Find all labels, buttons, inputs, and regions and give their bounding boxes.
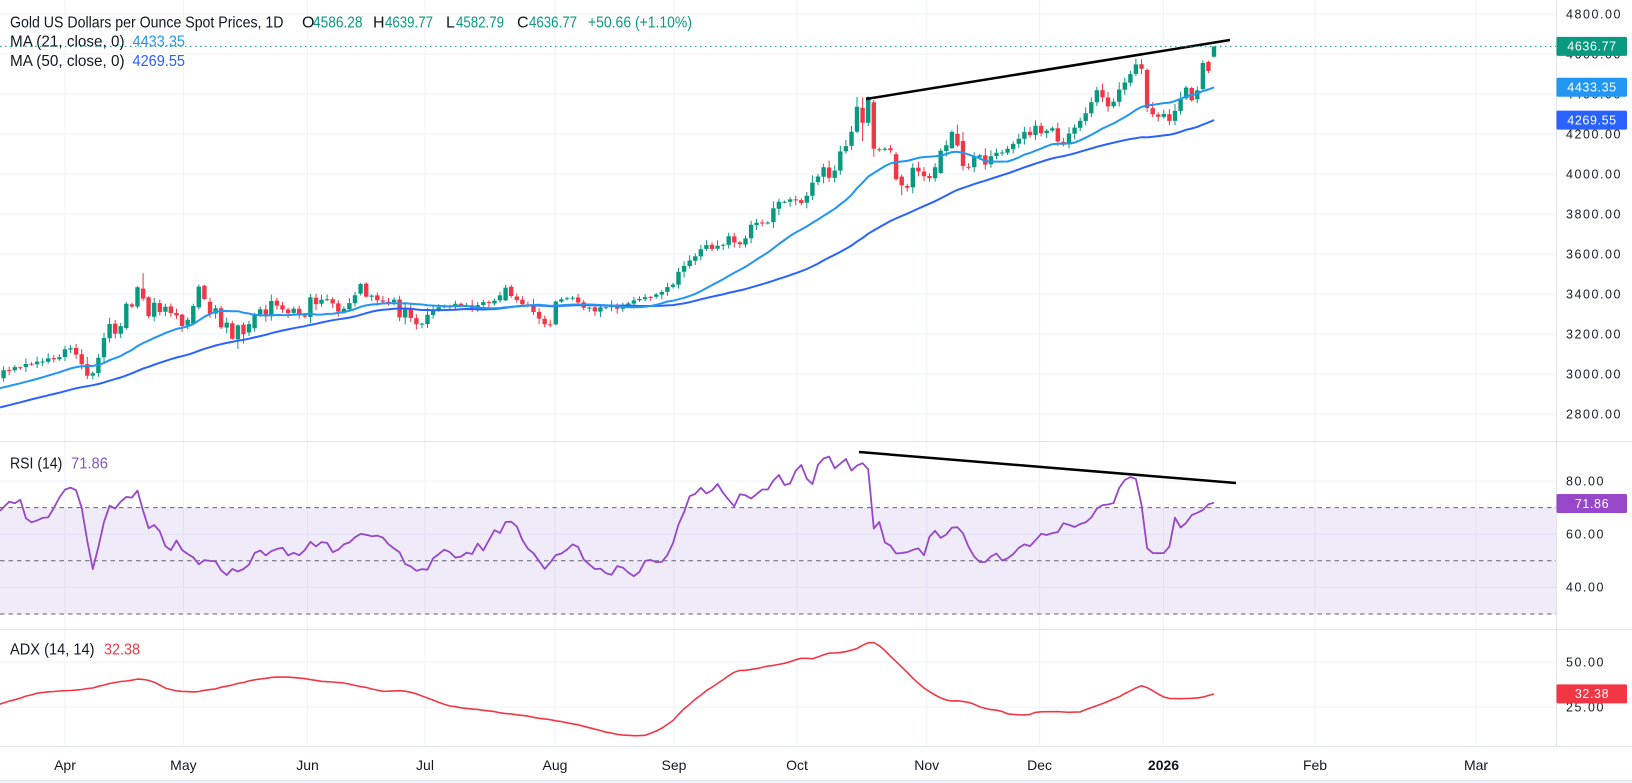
svg-text:Nov: Nov: [914, 757, 939, 773]
svg-text:Gold US Dollars per Ounce Spot: Gold US Dollars per Ounce Spot Prices, 1…: [10, 15, 284, 32]
svg-text:MA (50, close, 0): MA (50, close, 0): [10, 53, 125, 70]
svg-text:ADX (14, 14): ADX (14, 14): [10, 642, 95, 659]
svg-text:2800.00: 2800.00: [1566, 407, 1622, 421]
svg-text:40.00: 40.00: [1566, 581, 1605, 595]
svg-text:80.00: 80.00: [1566, 474, 1605, 488]
svg-text:4200.00: 4200.00: [1566, 127, 1622, 141]
svg-text:4586.28: 4586.28: [313, 15, 363, 32]
svg-text:Feb: Feb: [1303, 757, 1327, 773]
svg-text:32.38: 32.38: [1575, 687, 1609, 701]
svg-text:2026: 2026: [1148, 757, 1179, 773]
svg-text:Aug: Aug: [543, 757, 568, 773]
svg-text:Dec: Dec: [1027, 757, 1052, 773]
svg-text:H: H: [373, 15, 385, 32]
svg-text:4800.00: 4800.00: [1566, 7, 1622, 21]
svg-text:4582.79: 4582.79: [456, 15, 504, 32]
svg-text:4269.55: 4269.55: [133, 53, 186, 70]
svg-text:Sep: Sep: [662, 757, 687, 773]
svg-text:4636.77: 4636.77: [529, 15, 577, 32]
svg-text:32.38: 32.38: [104, 642, 140, 659]
svg-text:L: L: [446, 15, 455, 32]
svg-text:3200.00: 3200.00: [1566, 327, 1622, 341]
svg-text:3600.00: 3600.00: [1566, 247, 1622, 261]
svg-text:MA (21, close, 0): MA (21, close, 0): [10, 34, 125, 51]
svg-text:60.00: 60.00: [1566, 528, 1605, 542]
svg-text:Apr: Apr: [54, 757, 76, 773]
svg-text:4000.00: 4000.00: [1566, 167, 1622, 181]
svg-text:4433.35: 4433.35: [1567, 81, 1616, 95]
svg-text:4269.55: 4269.55: [1567, 113, 1616, 127]
svg-text:4636.77: 4636.77: [1567, 40, 1616, 54]
svg-text:71.86: 71.86: [71, 456, 108, 473]
svg-text:C: C: [517, 15, 529, 32]
svg-text:+50.66 (+1.10%): +50.66 (+1.10%): [588, 15, 692, 32]
svg-text:3000.00: 3000.00: [1566, 367, 1622, 381]
svg-text:O: O: [302, 15, 314, 32]
svg-text:Jul: Jul: [416, 757, 434, 773]
svg-text:Mar: Mar: [1464, 757, 1488, 773]
svg-text:4433.35: 4433.35: [133, 34, 186, 51]
svg-text:Oct: Oct: [786, 757, 808, 773]
svg-text:3400.00: 3400.00: [1566, 287, 1622, 301]
svg-text:RSI (14): RSI (14): [10, 456, 62, 473]
svg-text:25.00: 25.00: [1566, 701, 1605, 715]
svg-text:4639.77: 4639.77: [385, 15, 433, 32]
svg-text:50.00: 50.00: [1566, 655, 1605, 669]
svg-text:3800.00: 3800.00: [1566, 207, 1622, 221]
svg-text:71.86: 71.86: [1575, 497, 1609, 511]
svg-text:Jun: Jun: [296, 757, 319, 773]
svg-text:May: May: [170, 757, 196, 773]
